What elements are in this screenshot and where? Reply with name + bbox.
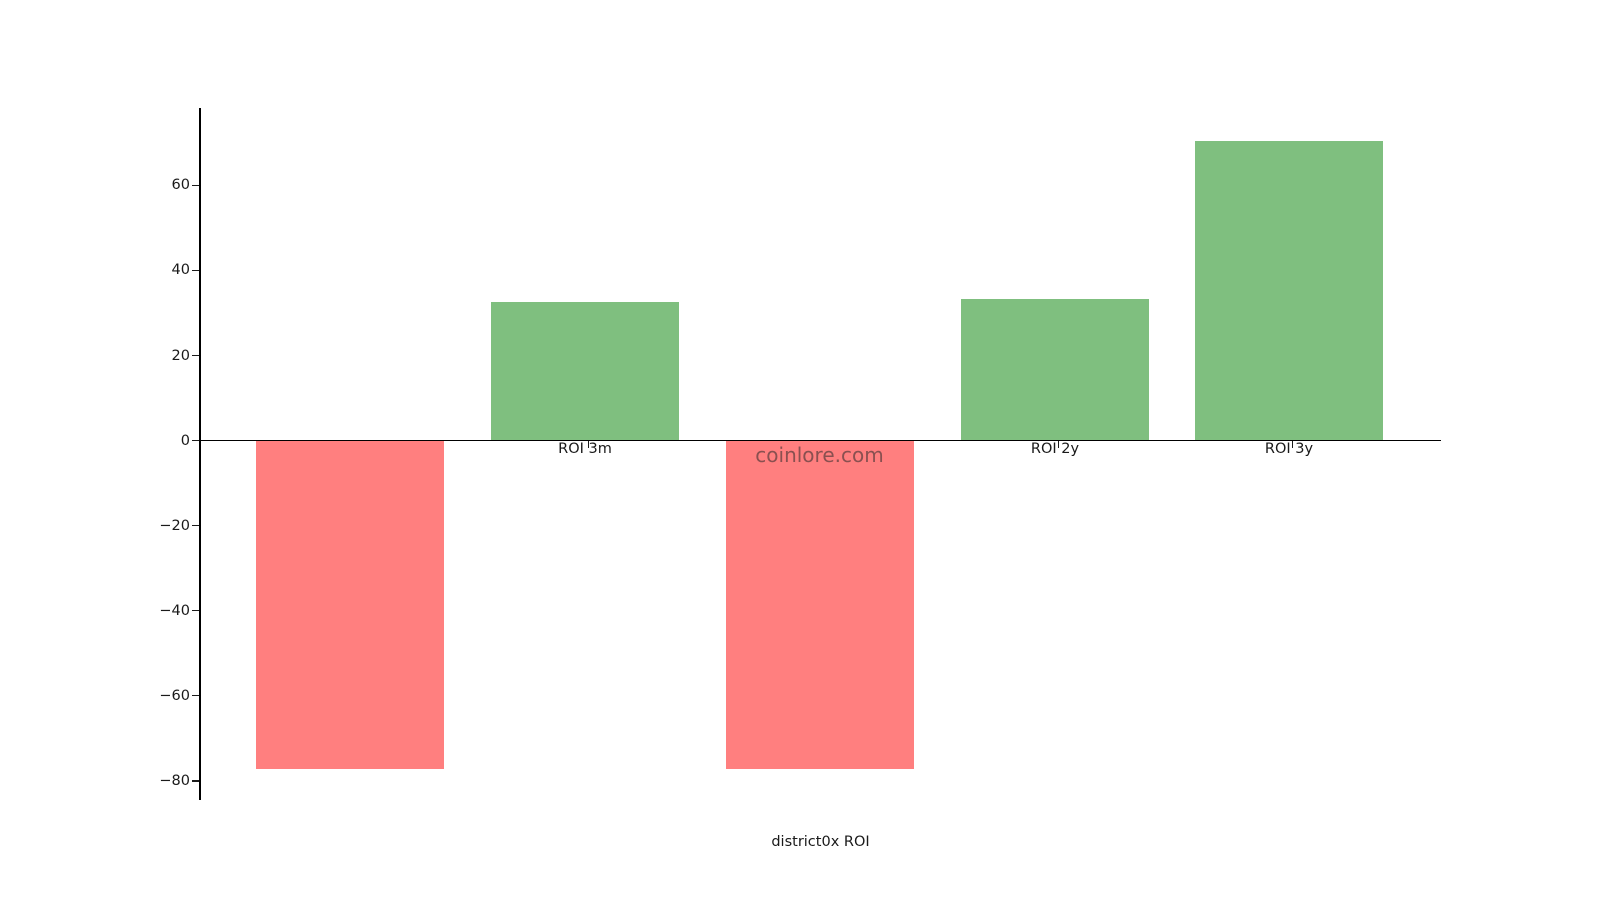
- x-tick-mark: [1291, 440, 1293, 449]
- bar-roi-3: [726, 440, 914, 770]
- y-tick-mark: [191, 354, 199, 357]
- bar-roi-1: [256, 440, 444, 770]
- y-tick-mark: [191, 269, 199, 272]
- y-tick-label: −60: [159, 687, 190, 704]
- x-tick-mark: [587, 440, 589, 449]
- x-axis-zero-line: [199, 439, 1441, 442]
- y-tick-mark: [191, 184, 199, 187]
- y-tick-label: 20: [171, 347, 190, 364]
- x-tick-label: ROI 2y: [1030, 441, 1080, 457]
- x-axis-title: district0x ROI: [771, 834, 870, 850]
- y-axis-spine: [199, 108, 201, 800]
- y-tick-mark: [191, 439, 199, 442]
- x-tick-mark: [1057, 440, 1059, 449]
- bar-roi-3m: [491, 301, 679, 441]
- y-tick-label: −40: [159, 602, 190, 619]
- bar-roi-2y: [961, 299, 1149, 441]
- y-tick-mark: [191, 524, 199, 527]
- x-tick-label: ROI 3y: [1264, 441, 1314, 457]
- y-tick-label: −20: [159, 517, 190, 534]
- y-tick-label: 40: [171, 262, 190, 279]
- y-tick-label: 0: [180, 432, 190, 449]
- y-tick-mark: [191, 695, 199, 697]
- bar-roi-3y: [1195, 140, 1383, 441]
- y-tick-label: −80: [159, 772, 190, 789]
- x-tick-label: ROI 3m: [558, 441, 612, 457]
- y-tick-label: 60: [171, 177, 190, 194]
- y-tick-mark: [191, 610, 199, 612]
- y-tick-mark: [191, 780, 199, 782]
- watermark-text: coinlore.com: [755, 442, 884, 467]
